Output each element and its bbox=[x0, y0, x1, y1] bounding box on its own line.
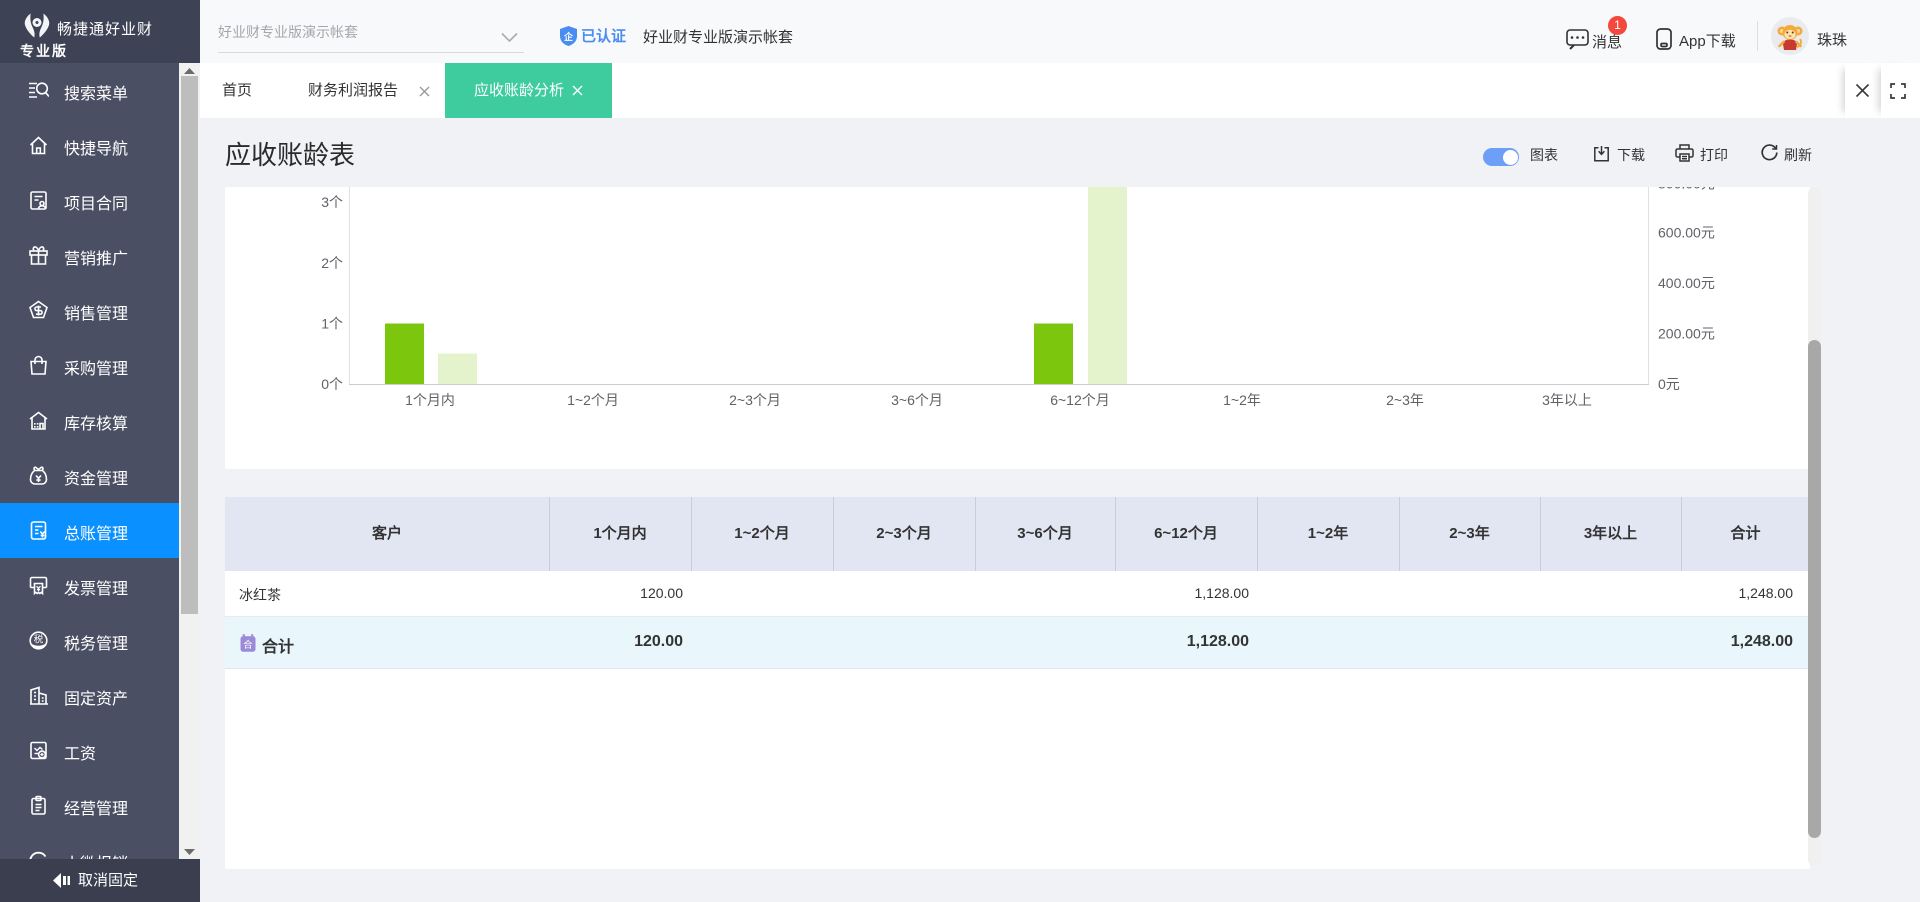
svg-text:1个月内: 1个月内 bbox=[405, 392, 455, 408]
svg-text:3个: 3个 bbox=[321, 194, 343, 210]
svg-text:企: 企 bbox=[563, 31, 574, 42]
svg-text:2~3个月: 2~3个月 bbox=[729, 392, 781, 408]
svg-text:3~6个月: 3~6个月 bbox=[891, 392, 943, 408]
svg-text:0元: 0元 bbox=[1658, 376, 1680, 392]
svg-text:2个: 2个 bbox=[321, 255, 343, 271]
svg-text:1~2年: 1~2年 bbox=[1223, 392, 1261, 408]
svg-text:6~12个月: 6~12个月 bbox=[1050, 392, 1110, 408]
svg-text:0个: 0个 bbox=[321, 376, 343, 392]
svg-text:2~3年: 2~3年 bbox=[1386, 392, 1424, 408]
svg-text:税: 税 bbox=[34, 633, 44, 645]
svg-text:800.00元: 800.00元 bbox=[1658, 187, 1715, 192]
svg-text:200.00元: 200.00元 bbox=[1658, 326, 1715, 342]
svg-text:3年以上: 3年以上 bbox=[1542, 392, 1592, 408]
svg-text:600.00元: 600.00元 bbox=[1658, 225, 1715, 241]
svg-text:400.00元: 400.00元 bbox=[1658, 275, 1715, 291]
svg-text:1~2个月: 1~2个月 bbox=[567, 392, 619, 408]
svg-text:合: 合 bbox=[243, 639, 253, 651]
svg-text:1个: 1个 bbox=[321, 316, 343, 332]
